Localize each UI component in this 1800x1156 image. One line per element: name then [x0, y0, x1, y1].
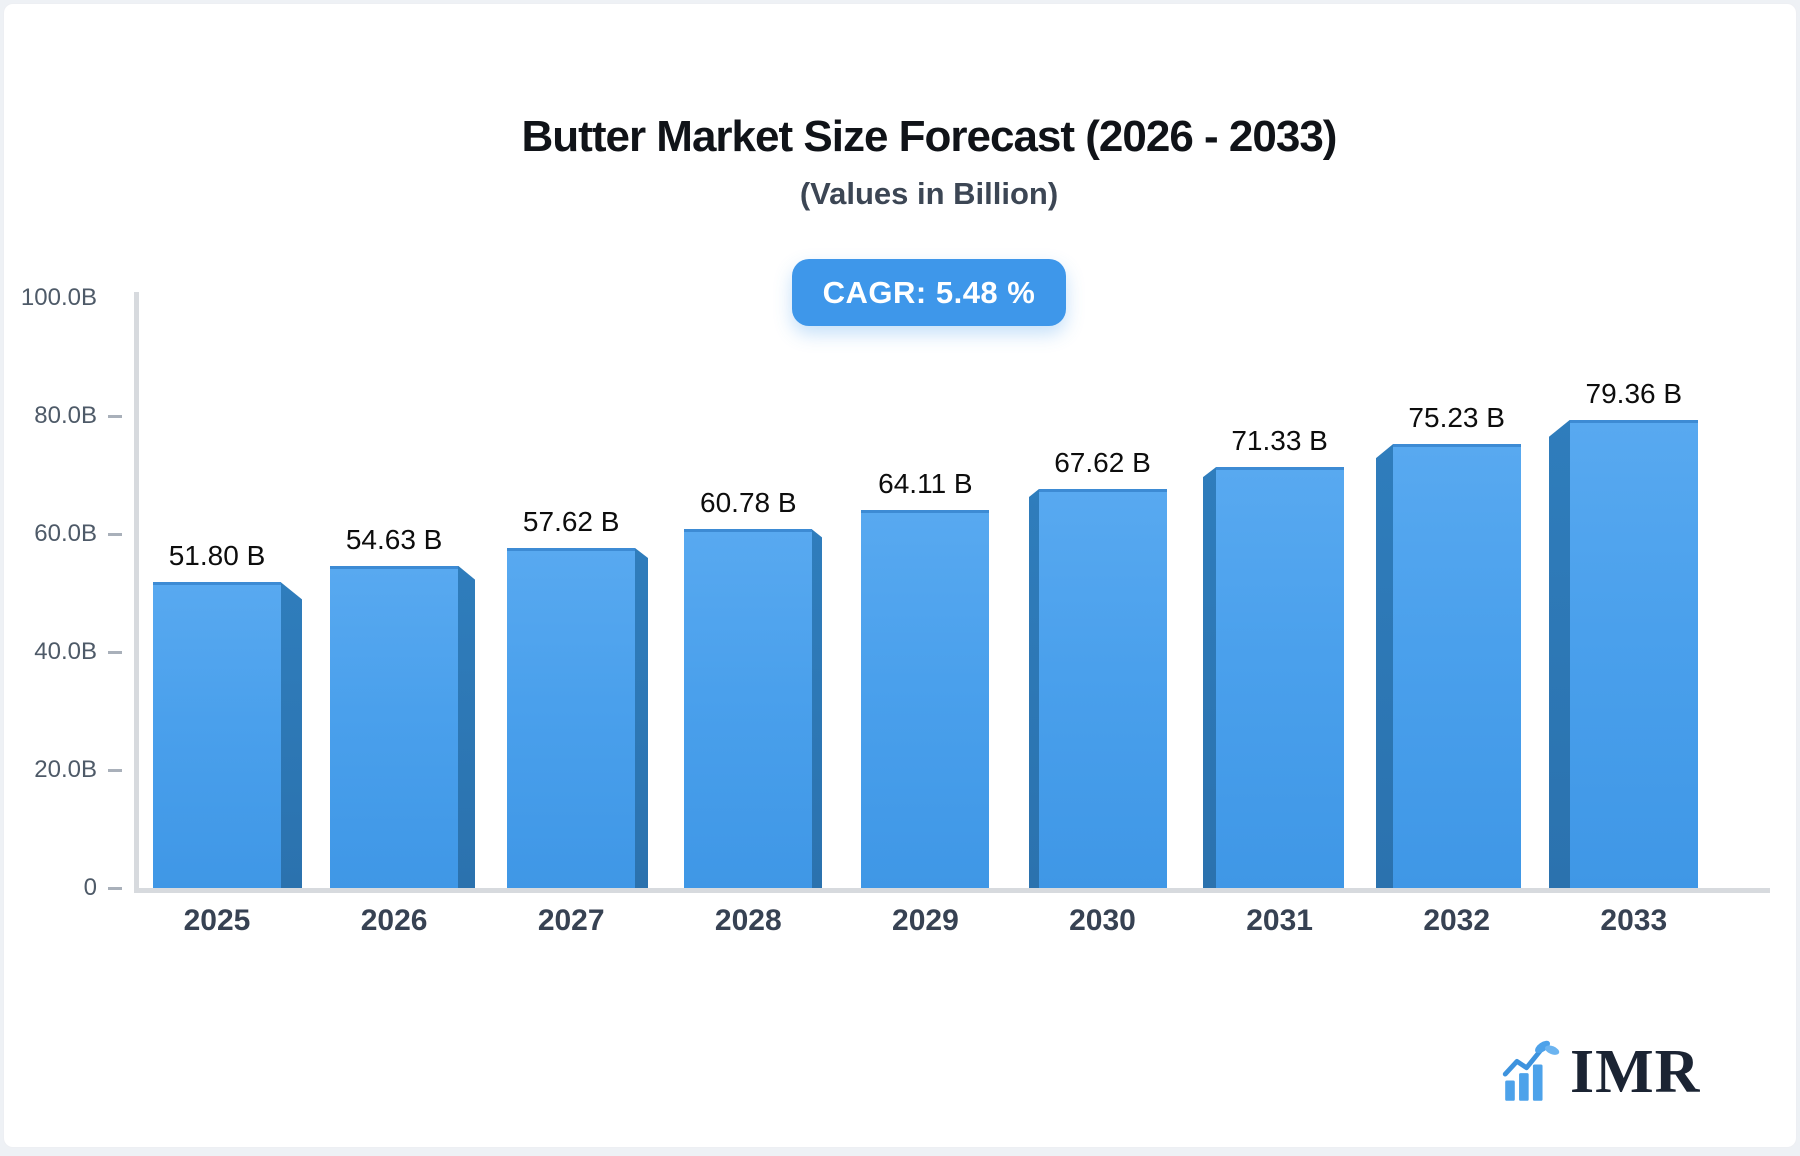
y-axis-line: [134, 292, 139, 893]
y-tick-dash: [108, 887, 122, 890]
bar-2026: [330, 565, 458, 888]
bar-value-label-2026: 54.63 B: [345, 523, 443, 555]
y-tick-label: 20.0B: [34, 756, 97, 783]
y-tick-label: 80.0B: [34, 402, 97, 429]
chart-subtitle: (Values in Billion): [799, 176, 1059, 211]
bar-2031: [1216, 467, 1344, 888]
y-tick-dash: [108, 769, 122, 772]
bar-value-label-2028: 60.78 B: [700, 487, 797, 519]
y-tick-label: 100.0B: [20, 284, 97, 311]
y-tick-dash: [108, 415, 122, 418]
x-axis-label-2033: 2033: [1600, 904, 1668, 937]
bar-value-label-2032: 75.23 B: [1408, 402, 1505, 434]
bar-3d-side-2032: [1376, 444, 1393, 888]
bar-3d-side-2026: [458, 565, 475, 888]
bar-value-label-2030: 67.62 B: [1054, 447, 1151, 479]
y-tick-label: 40.0B: [34, 638, 97, 665]
bar-3d-side-2033: [1549, 419, 1570, 888]
x-axis-label-2027: 2027: [537, 904, 605, 937]
x-axis-label-2025: 2025: [183, 904, 251, 937]
y-tick-label: 60.0B: [34, 520, 97, 547]
bar-chart-growth-leaf-icon: [1502, 1040, 1560, 1101]
y-tick-label: 0: [83, 874, 97, 901]
bar-2032: [1393, 444, 1521, 888]
y-tick-dash: [108, 533, 122, 536]
x-axis-label-2031: 2031: [1246, 904, 1313, 937]
bar-value-label-2033: 79.36 B: [1585, 377, 1683, 409]
bar-value-label-2029: 64.11 B: [878, 467, 973, 499]
imr-logo: IMR: [1502, 1032, 1742, 1112]
y-tick-dash: [108, 651, 122, 654]
bar-2025: [153, 582, 281, 888]
x-axis-label-2026: 2026: [360, 904, 428, 937]
x-axis-line: [134, 888, 1770, 893]
x-axis-label-2032: 2032: [1423, 904, 1491, 937]
bar-3d-side-2027: [635, 548, 648, 888]
bar-3d-side-2031: [1203, 467, 1216, 888]
bar-value-label-2031: 71.33 B: [1231, 425, 1328, 457]
bar-2028: [684, 529, 812, 888]
bar-2030: [1039, 489, 1167, 888]
x-axis-label-2028: 2028: [714, 904, 782, 937]
bar-3d-side-2025: [281, 582, 302, 888]
bar-2027: [507, 548, 635, 888]
bar-value-label-2025: 51.80 B: [168, 540, 266, 572]
bar-2033: [1570, 419, 1698, 888]
cagr-badge: CAGR: 5.48 %: [792, 259, 1066, 326]
bar-2029: [861, 509, 989, 888]
bar-3d-side-2030: [1029, 489, 1039, 888]
bar-value-label-2027: 57.62 B: [522, 506, 620, 538]
chart-card: Butter Market Size Forecast (2026 - 2033…: [3, 3, 1797, 1148]
chart-title: Butter Market Size Forecast (2026 - 2033…: [521, 112, 1338, 161]
bar-3d-side-2028: [812, 529, 822, 888]
x-axis-label-2030: 2030: [1069, 904, 1136, 937]
x-axis-label-2029: 2029: [892, 904, 959, 937]
imr-logo-text: IMR: [1570, 1037, 1701, 1106]
